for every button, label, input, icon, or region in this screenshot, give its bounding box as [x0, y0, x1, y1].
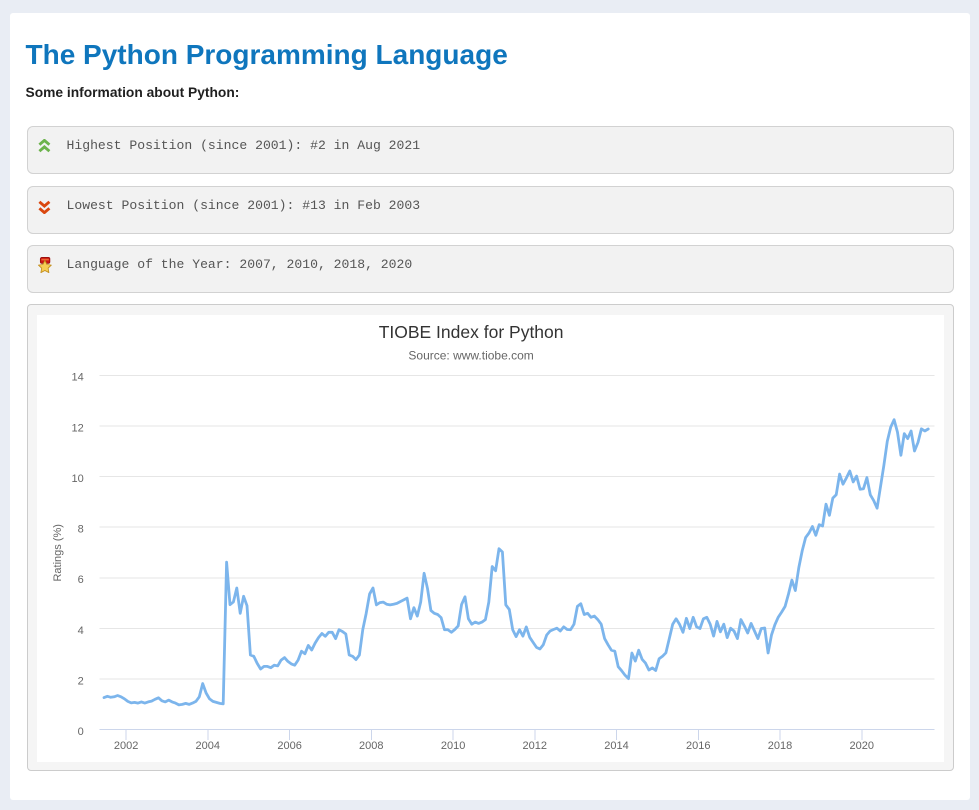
svg-text:2: 2	[77, 675, 83, 687]
svg-text:2014: 2014	[604, 740, 628, 752]
svg-text:8: 8	[77, 523, 83, 535]
svg-text:2010: 2010	[440, 740, 464, 752]
svg-text:2020: 2020	[849, 740, 873, 752]
svg-text:2016: 2016	[686, 740, 710, 752]
svg-text:2002: 2002	[113, 740, 137, 752]
svg-text:2012: 2012	[522, 740, 546, 752]
svg-text:4: 4	[77, 624, 83, 636]
svg-text:Ratings (%): Ratings (%)	[52, 524, 64, 581]
svg-text:2006: 2006	[277, 740, 301, 752]
svg-text:Source: www.tiobe.com: Source: www.tiobe.com	[408, 348, 533, 362]
svg-text:14: 14	[71, 371, 83, 383]
svg-text:2018: 2018	[767, 740, 791, 752]
svg-text:10: 10	[71, 472, 83, 484]
svg-text:6: 6	[77, 574, 83, 586]
svg-text:0: 0	[77, 726, 83, 738]
svg-text:12: 12	[71, 422, 83, 434]
svg-text:TIOBE Index for Python: TIOBE Index for Python	[378, 321, 563, 341]
svg-text:2008: 2008	[359, 740, 383, 752]
svg-text:2004: 2004	[195, 740, 219, 752]
